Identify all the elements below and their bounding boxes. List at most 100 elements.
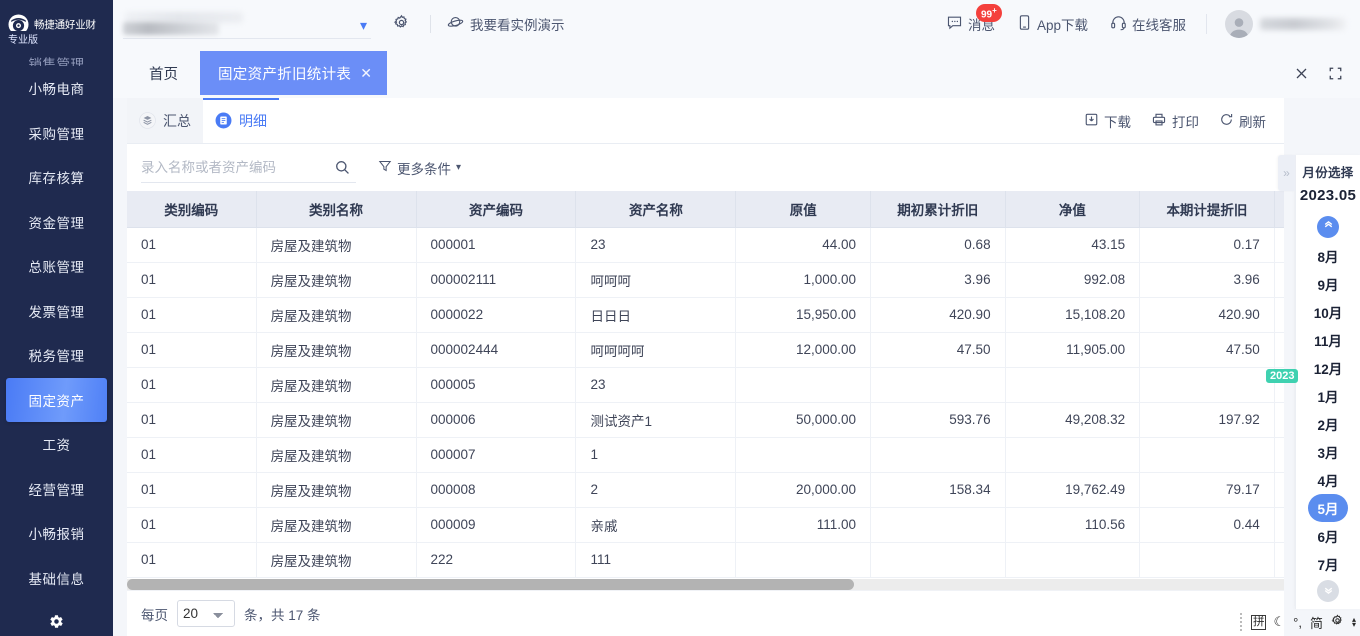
cell-asset-code: 000005 xyxy=(416,367,577,403)
sidebar-item-fixed-assets[interactable]: 固定资产 xyxy=(6,377,107,422)
month-item-4[interactable]: 4月 xyxy=(1317,474,1339,489)
sidebar-item-tax[interactable]: 税务管理 xyxy=(0,333,113,378)
col-header-original-value[interactable]: 原值 xyxy=(735,191,871,228)
month-item-5[interactable]: 5月 xyxy=(1308,494,1348,522)
gear-icon[interactable] xyxy=(1331,614,1344,630)
search-icon[interactable] xyxy=(334,159,351,176)
cell-period-dep: 3.96 xyxy=(1139,262,1275,298)
ime-drag-handle[interactable] xyxy=(1240,613,1242,631)
col-header-period-dep[interactable]: 本期计提折旧 xyxy=(1139,191,1275,228)
col-header-asset-name[interactable]: 资产名称 xyxy=(575,191,737,228)
table-row[interactable]: 01 房屋及建筑物 000007 1 xyxy=(127,437,1284,473)
sidebar-item-basic-info[interactable]: 基础信息 xyxy=(0,556,113,601)
tab-summary[interactable]: 汇总 xyxy=(127,98,203,143)
tab-home[interactable]: 首页 xyxy=(127,48,200,98)
table-row[interactable]: 01 房屋及建筑物 000002111 呵呵呵 1,000.00 3.96 99… xyxy=(127,262,1284,298)
download-button[interactable]: 下载 xyxy=(1084,111,1131,131)
year-marker-chip: 2023 xyxy=(1266,369,1299,383)
chevron-down-icon: ▾ xyxy=(359,17,367,33)
sidebar-item-payroll[interactable]: 工资 xyxy=(0,422,113,467)
month-item-9[interactable]: 9月 xyxy=(1317,278,1339,293)
avatar[interactable] xyxy=(1225,10,1253,38)
demo-button[interactable]: 我要看实例演示 xyxy=(447,14,565,34)
sidebar-item-label: 小畅电商 xyxy=(28,82,85,98)
month-item-1[interactable]: 1月 xyxy=(1317,390,1339,405)
moon-icon[interactable]: ☾ xyxy=(1273,614,1286,629)
sidebar-item-expense[interactable]: 小畅报销 xyxy=(0,511,113,556)
month-item-8[interactable]: 8月 xyxy=(1317,250,1339,265)
col-header-category-code[interactable]: 类别编码 xyxy=(127,191,257,228)
tab-detail[interactable]: 明细 xyxy=(203,98,279,143)
user-name-redacted xyxy=(1260,18,1346,30)
close-icon[interactable]: ✕ xyxy=(360,64,373,81)
cell-asset-code: 000006 xyxy=(416,402,577,438)
cell-original-value: 111.00 xyxy=(735,507,871,543)
company-selector[interactable]: ▾ xyxy=(123,9,371,39)
search-input[interactable] xyxy=(141,153,334,181)
cell-category-name: 房屋及建筑物 xyxy=(256,402,417,438)
table-row[interactable]: 01 房屋及建筑物 222 111 xyxy=(127,542,1284,578)
cell-closing-accum-dep xyxy=(1274,367,1284,403)
cell-original-value: 20,000.00 xyxy=(735,472,871,508)
col-header-net-value[interactable]: 净值 xyxy=(1005,191,1141,228)
col-header-opening-accum-dep[interactable]: 期初累计折旧 xyxy=(870,191,1006,228)
col-header-closing-accum-dep[interactable]: 期末累计折旧 xyxy=(1274,191,1284,228)
settings-button[interactable] xyxy=(388,11,414,37)
sidebar-item-sales[interactable]: 销售管理 xyxy=(0,40,113,66)
month-item-3[interactable]: 3月 xyxy=(1317,446,1339,461)
table-row[interactable]: 01 房屋及建筑物 000009 亲戚 111.00 110.56 0.44 0… xyxy=(127,507,1284,543)
up-down-icon[interactable]: ▴ ▾ xyxy=(1351,615,1356,629)
scroll-up-button[interactable] xyxy=(1317,216,1339,238)
company-name-redacted-line2 xyxy=(123,22,219,35)
table-header-row: 类别编码 类别名称 资产编码 资产名称 原值 期初累计折旧 净值 本期计提折旧 … xyxy=(127,191,1284,228)
sidebar-item-operations[interactable]: 经营管理 xyxy=(0,467,113,512)
horizontal-scrollbar[interactable] xyxy=(127,579,1284,590)
cell-asset-name: 23 xyxy=(575,367,737,403)
total-count-label: 条，共 17 条 xyxy=(244,607,321,623)
ime-mode-button[interactable]: 拼 xyxy=(1251,614,1266,630)
messages-button[interactable]: 消息 99+ xyxy=(946,4,1002,34)
month-item-11[interactable]: 11月 xyxy=(1314,334,1342,349)
month-item-12[interactable]: 12月 xyxy=(1313,362,1343,377)
tab-home-label: 首页 xyxy=(149,66,178,83)
sidebar-item-invoice[interactable]: 发票管理 xyxy=(0,289,113,334)
close-tab-button[interactable] xyxy=(1284,56,1318,90)
sidebar-item-inventory[interactable]: 库存核算 xyxy=(0,155,113,200)
panel-collapse-button[interactable]: » xyxy=(1278,155,1295,191)
table-row[interactable]: 01 房屋及建筑物 000008 2 20,000.00 158.34 19,7… xyxy=(127,472,1284,508)
cell-category-code: 01 xyxy=(127,507,257,543)
pagination-bar: 每页 20 50 100 条，共 17 条 xyxy=(127,590,1284,636)
print-button[interactable]: 打印 xyxy=(1151,111,1199,131)
sidebar-settings-button[interactable] xyxy=(0,606,113,636)
fullscreen-button[interactable] xyxy=(1318,56,1352,90)
scroll-down-button[interactable] xyxy=(1317,580,1339,602)
month-item-2[interactable]: 2月 xyxy=(1317,418,1339,433)
scrollbar-thumb[interactable] xyxy=(127,579,854,590)
col-header-category-name[interactable]: 类别名称 xyxy=(256,191,417,228)
table-row[interactable]: 01 房屋及建筑物 000001 23 44.00 0.68 43.15 0.1… xyxy=(127,227,1284,263)
table-row[interactable]: 01 房屋及建筑物 000005 23 xyxy=(127,367,1284,403)
cell-net-value: 15,108.20 xyxy=(1005,297,1141,333)
table-row[interactable]: 01 房屋及建筑物 0000022 日日日 15,950.00 420.90 1… xyxy=(127,297,1284,333)
sidebar-item-ecommerce[interactable]: 小畅电商 xyxy=(0,66,113,111)
sidebar-item-purchase[interactable]: 采购管理 xyxy=(0,111,113,156)
cell-category-code: 01 xyxy=(127,402,257,438)
month-item-6[interactable]: 6月 xyxy=(1317,530,1339,545)
ime-simplified-button[interactable]: 简 xyxy=(1309,615,1323,631)
app-download-button[interactable]: App下载 xyxy=(1017,14,1088,34)
sidebar-item-funds[interactable]: 资金管理 xyxy=(0,200,113,245)
month-item-7[interactable]: 7月 xyxy=(1317,558,1339,573)
tab-depreciation-report[interactable]: 固定资产折旧统计表 ✕ xyxy=(200,51,388,95)
col-header-asset-code[interactable]: 资产编码 xyxy=(416,191,577,228)
cell-category-code: 01 xyxy=(127,542,257,578)
sidebar-item-general-ledger[interactable]: 总账管理 xyxy=(0,244,113,289)
more-conditions-button[interactable]: 更多条件 ▾ xyxy=(378,158,461,178)
online-support-button[interactable]: 在线客服 xyxy=(1110,14,1186,34)
table-row[interactable]: 01 房屋及建筑物 000006 测试资产1 50,000.00 593.76 … xyxy=(127,402,1284,438)
punctuation-icon[interactable]: °, xyxy=(1293,614,1302,630)
page-size-select[interactable]: 20 50 100 xyxy=(177,600,235,627)
table-row[interactable]: 01 房屋及建筑物 000002444 呵呵呵呵 12,000.00 47.50… xyxy=(127,332,1284,368)
refresh-button[interactable]: 刷新 xyxy=(1219,111,1266,131)
month-item-10[interactable]: 10月 xyxy=(1313,306,1343,321)
table-scroll-area[interactable]: 类别编码 类别名称 资产编码 资产名称 原值 期初累计折旧 净值 本期计提折旧 … xyxy=(127,191,1284,590)
